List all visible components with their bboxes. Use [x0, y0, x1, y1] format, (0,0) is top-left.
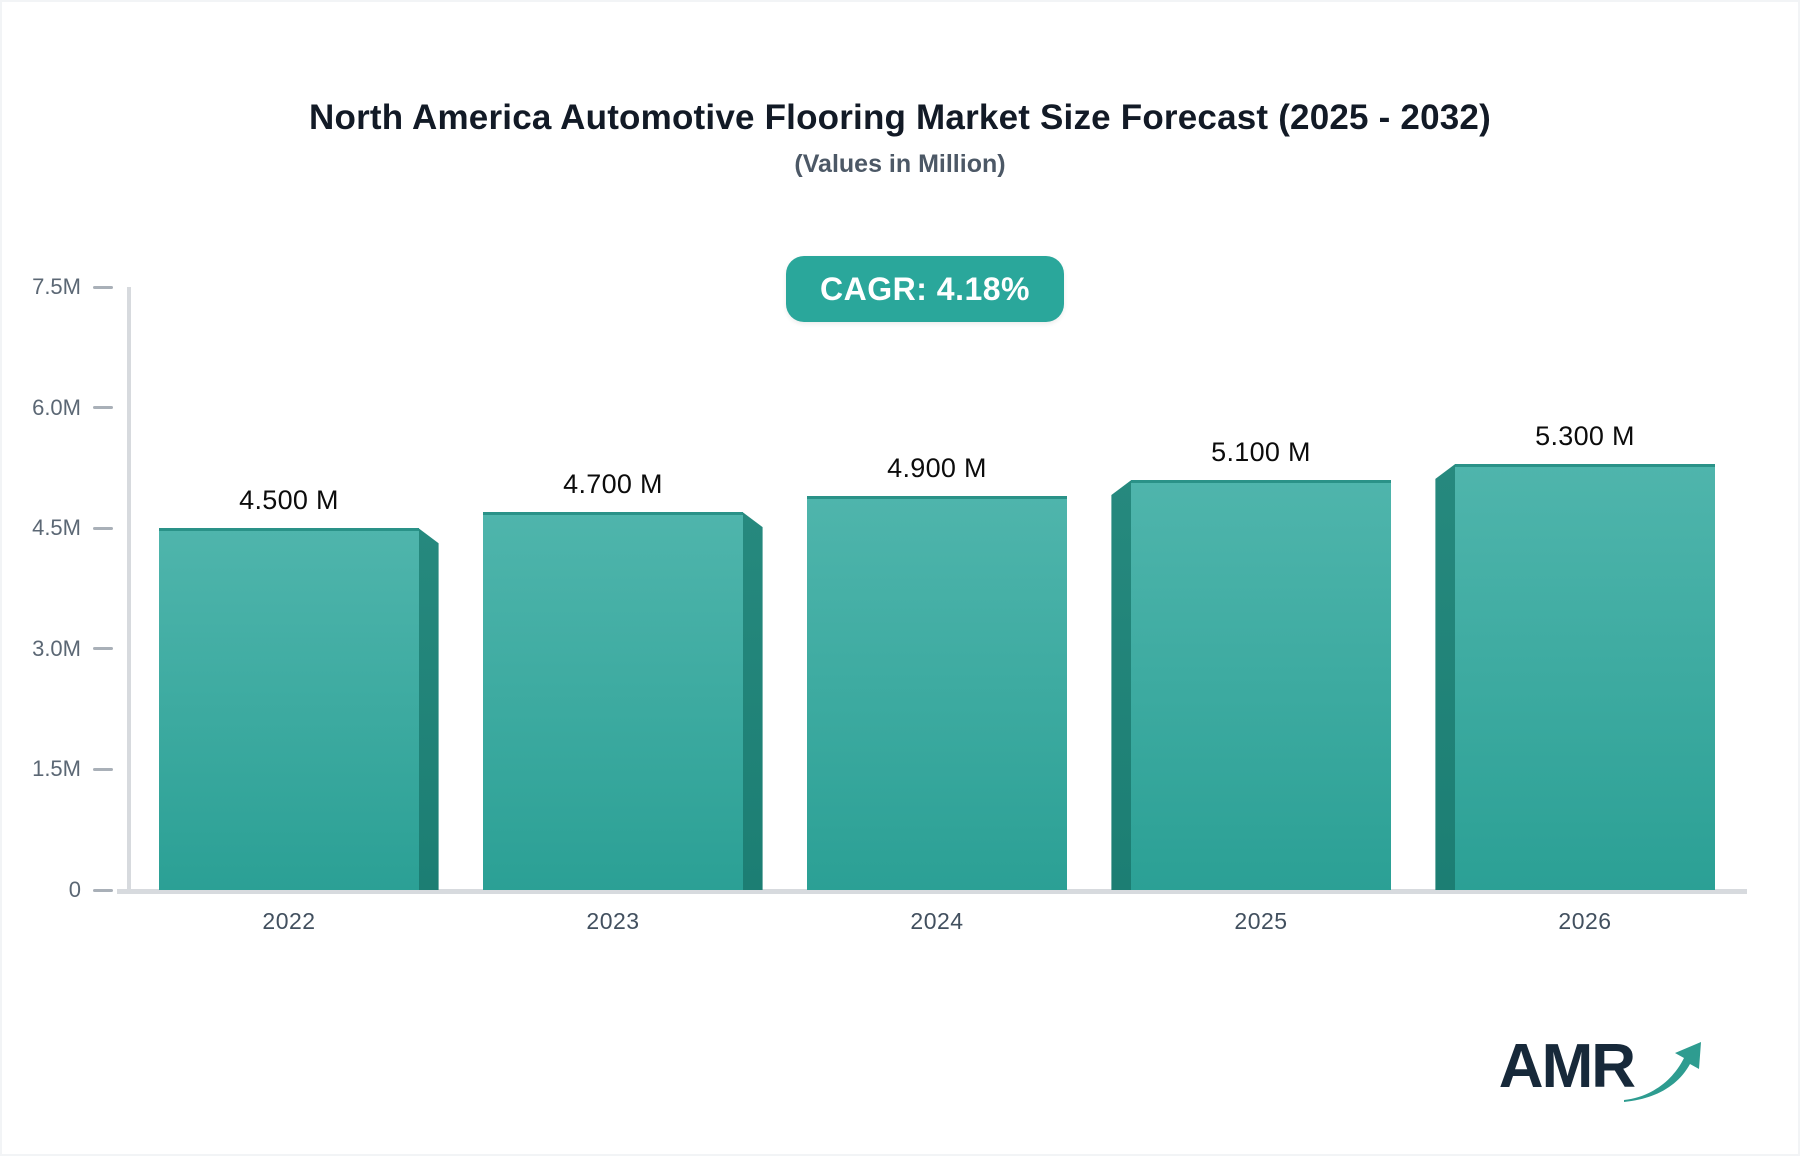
trend-up-arrow-icon — [1624, 1042, 1701, 1102]
bar-2022 — [159, 528, 419, 890]
x-axis-label-2023: 2023 — [586, 908, 640, 934]
y-tick-dash — [93, 406, 113, 410]
bar-3d-side — [418, 528, 439, 890]
chart-title: North America Automotive Flooring Market… — [309, 98, 1491, 137]
bar-3d-side — [1435, 463, 1456, 890]
cagr-badge-label: CAGR: 4.18% — [820, 270, 1030, 307]
x-axis-label-2025: 2025 — [1234, 908, 1288, 934]
y-tick-0: 0 — [69, 877, 113, 903]
bar-value-label: 4.700 M — [563, 469, 663, 500]
y-tick-1.5M: 1.5M — [32, 756, 113, 782]
x-axis-line — [117, 889, 1747, 894]
bar-value-label: 4.500 M — [239, 485, 339, 516]
y-tick-label: 6.0M — [32, 394, 81, 420]
y-tick-label: 1.5M — [32, 756, 81, 782]
amr-logo-text: AMR — [1498, 1031, 1636, 1101]
y-tick-4.5M: 4.5M — [32, 515, 113, 541]
y-tick-3.0M: 3.0M — [32, 636, 113, 662]
bar-value-label: 4.900 M — [887, 453, 987, 484]
chart-subtitle: (Values in Million) — [794, 150, 1006, 178]
bar-value-label: 5.300 M — [1535, 420, 1635, 451]
y-tick-dash — [93, 526, 113, 530]
y-tick-dash — [93, 888, 113, 892]
bar-value-label: 5.100 M — [1211, 436, 1311, 467]
bar-group-2023: 4.700 M 2023 — [451, 287, 775, 934]
y-tick-dash — [93, 767, 113, 771]
bar-3d-side — [1111, 479, 1132, 890]
y-tick-label: 4.5M — [32, 515, 81, 541]
y-axis-line — [127, 287, 131, 890]
x-axis-label-2026: 2026 — [1558, 908, 1612, 934]
bar-group-2025: 5.100 M 2025 — [1099, 287, 1423, 934]
bar-group-2022: 4.500 M 2022 — [127, 287, 451, 934]
y-tick-label: 7.5M — [32, 274, 81, 299]
bar-group-2026: 5.300 M 2026 — [1423, 287, 1747, 934]
bar-3d-side — [742, 512, 763, 890]
amr-logo: AMR — [1499, 1024, 1706, 1108]
y-tick-label: 3.0M — [32, 635, 81, 661]
bar-2026 — [1455, 463, 1715, 890]
bar-2023 — [483, 512, 743, 890]
y-tick-label: 0 — [68, 877, 81, 902]
y-tick-7.5M: 7.5M — [32, 274, 113, 300]
cagr-badge: CAGR: 4.18% — [786, 256, 1064, 322]
bar-2024 — [807, 496, 1067, 890]
x-axis-label-2022: 2022 — [262, 908, 316, 934]
bar-2025 — [1131, 479, 1391, 890]
x-axis-label-2024: 2024 — [910, 908, 964, 934]
y-tick-6.0M: 6.0M — [32, 395, 113, 421]
y-tick-dash — [93, 285, 113, 289]
y-tick-dash — [93, 647, 113, 651]
bar-group-2024: 4.900 M 2024 — [775, 287, 1099, 934]
plot-area: 0 1.5M 3.0M 4.5M 6.0M 7.5M 4.500 M 2022 4.700 M… — [32, 274, 1747, 934]
